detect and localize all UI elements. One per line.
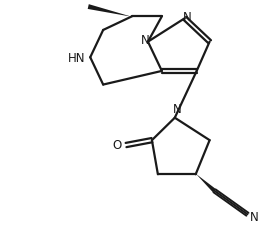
Text: N: N [141, 34, 149, 47]
Text: N: N [172, 104, 181, 116]
Text: N: N [183, 11, 192, 24]
Text: N: N [250, 211, 259, 224]
Text: HN: HN [67, 52, 85, 65]
Polygon shape [196, 174, 216, 193]
Polygon shape [88, 4, 132, 17]
Text: O: O [112, 139, 122, 151]
